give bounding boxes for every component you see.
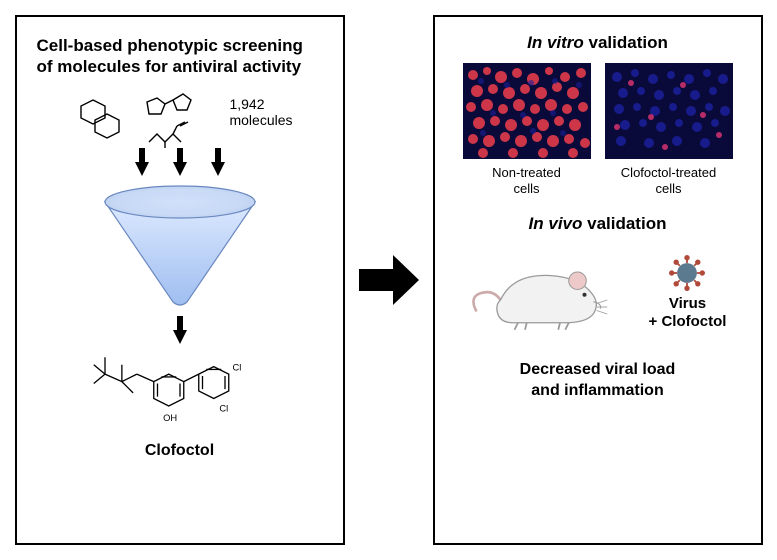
invitro-title-italic: In vitro bbox=[527, 33, 584, 52]
micro-label-right: Clofoctol-treated cells bbox=[605, 165, 733, 196]
right-panel: In vitro validation bbox=[433, 15, 763, 545]
funnel-wrap bbox=[29, 180, 331, 310]
virus-l1: Virus bbox=[669, 295, 706, 312]
left-title-line2: of molecules for antiviral activity bbox=[37, 57, 302, 76]
clofoctol-label: Clofoctol bbox=[145, 442, 214, 460]
virus-block: Virus + Clofoctol bbox=[649, 255, 727, 331]
micro-label-left: Non-treated cells bbox=[463, 165, 591, 196]
arrow-down-icon bbox=[135, 148, 149, 176]
arrow-right-icon bbox=[359, 255, 419, 305]
molecule-icon-3 bbox=[147, 114, 201, 148]
virus-icon bbox=[669, 255, 705, 291]
micrograph-row bbox=[463, 63, 733, 159]
micrograph-image bbox=[463, 63, 591, 159]
micro-right-l1: Clofoctol-treated bbox=[621, 165, 716, 180]
micrograph-non-treated bbox=[463, 63, 591, 159]
invivo-title-rest: validation bbox=[582, 214, 666, 233]
left-panel: Cell-based phenotypic screening of molec… bbox=[15, 15, 345, 545]
molecule-count: 1,942 molecules bbox=[229, 96, 292, 128]
funnel-icon bbox=[95, 180, 265, 310]
mouse-icon bbox=[469, 248, 609, 338]
outcome-l2: and inflammation bbox=[531, 382, 663, 399]
mouse-row: Virus + Clofoctol bbox=[445, 248, 751, 338]
micrograph-labels: Non-treated cells Clofoctol-treated cell… bbox=[445, 165, 751, 196]
outcome-text: Decreased viral load and inflammation bbox=[520, 360, 676, 402]
clofoctol-structure-icon: OH Cl Cl bbox=[85, 346, 275, 436]
molecule-icon-1 bbox=[77, 94, 133, 142]
three-arrows bbox=[120, 148, 240, 178]
invivo-title-italic: In vivo bbox=[529, 214, 583, 233]
virus-l2: + Clofoctol bbox=[649, 313, 727, 330]
micrograph-image bbox=[605, 63, 733, 159]
arrow-down-icon bbox=[173, 316, 187, 344]
left-title-line1: Cell-based phenotypic screening bbox=[37, 36, 303, 55]
arrow-down-icon bbox=[173, 148, 187, 176]
svg-text:Cl: Cl bbox=[219, 403, 228, 413]
micro-right-l2: cells bbox=[655, 181, 681, 196]
invitro-title-rest: validation bbox=[584, 33, 668, 52]
svg-text:OH: OH bbox=[163, 413, 177, 423]
micro-left-l2: cells bbox=[513, 181, 539, 196]
invivo-title: In vivo validation bbox=[529, 214, 667, 234]
svg-text:Cl: Cl bbox=[232, 362, 241, 372]
left-title: Cell-based phenotypic screening of molec… bbox=[37, 35, 303, 78]
arrow-down-icon bbox=[211, 148, 225, 176]
molecule-count-n: 1,942 bbox=[229, 96, 264, 112]
molecule-row: 1,942 molecules bbox=[29, 88, 331, 146]
molecule-count-word: molecules bbox=[229, 112, 292, 128]
micrograph-treated bbox=[605, 63, 733, 159]
micro-left-l1: Non-treated bbox=[492, 165, 561, 180]
virus-text: Virus + Clofoctol bbox=[649, 295, 727, 331]
outcome-l1: Decreased viral load bbox=[520, 361, 676, 378]
invitro-title: In vitro validation bbox=[527, 33, 668, 53]
